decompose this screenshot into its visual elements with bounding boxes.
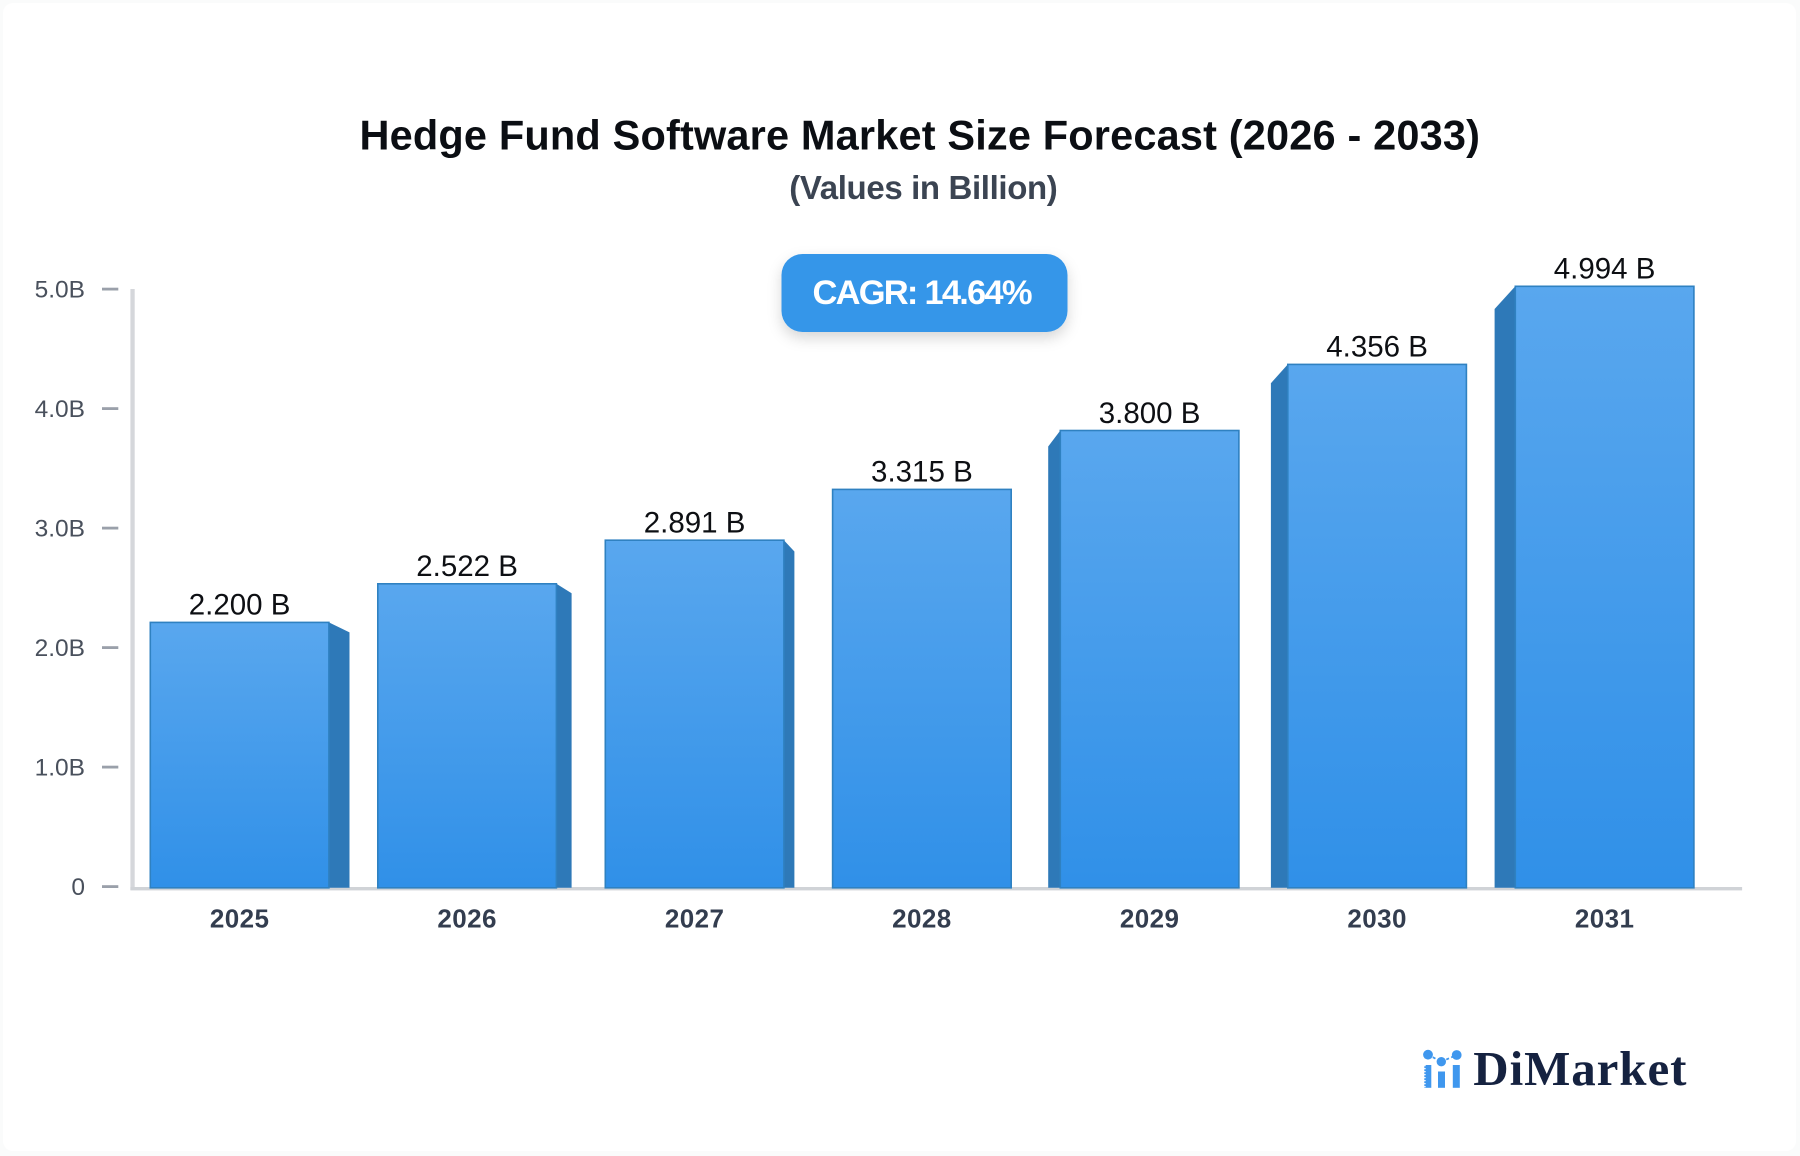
svg-text:2025: 2025 [210, 904, 269, 934]
svg-text:CAGR: 14.64%: CAGR: 14.64% [813, 274, 1033, 312]
svg-text:3.0B: 3.0B [35, 516, 85, 543]
svg-text:2031: 2031 [1575, 904, 1634, 934]
svg-text:4.356 B: 4.356 B [1326, 331, 1428, 364]
svg-text:DiMarket: DiMarket [1473, 1041, 1687, 1096]
svg-text:3.800 B: 3.800 B [1099, 397, 1201, 430]
svg-text:2029: 2029 [1120, 904, 1179, 934]
svg-text:2026: 2026 [437, 904, 496, 934]
svg-text:3.315 B: 3.315 B [871, 456, 973, 489]
svg-text:2.891 B: 2.891 B [644, 507, 746, 540]
svg-text:0: 0 [71, 874, 85, 901]
svg-text:4.994 B: 4.994 B [1554, 253, 1656, 286]
svg-text:2030: 2030 [1347, 904, 1406, 934]
svg-text:2027: 2027 [665, 904, 724, 934]
svg-text:(Values in Billion): (Values in Billion) [789, 169, 1058, 206]
svg-text:2.200 B: 2.200 B [189, 589, 291, 622]
svg-text:2.522 B: 2.522 B [416, 550, 518, 583]
svg-text:Hedge Fund Software Market Siz: Hedge Fund Software Market Size Forecast… [360, 111, 1481, 158]
svg-text:1.0B: 1.0B [35, 755, 85, 782]
svg-text:4.0B: 4.0B [35, 396, 85, 423]
svg-text:5.0B: 5.0B [35, 277, 85, 304]
svg-text:2.0B: 2.0B [35, 635, 85, 662]
svg-text:2028: 2028 [892, 904, 951, 934]
